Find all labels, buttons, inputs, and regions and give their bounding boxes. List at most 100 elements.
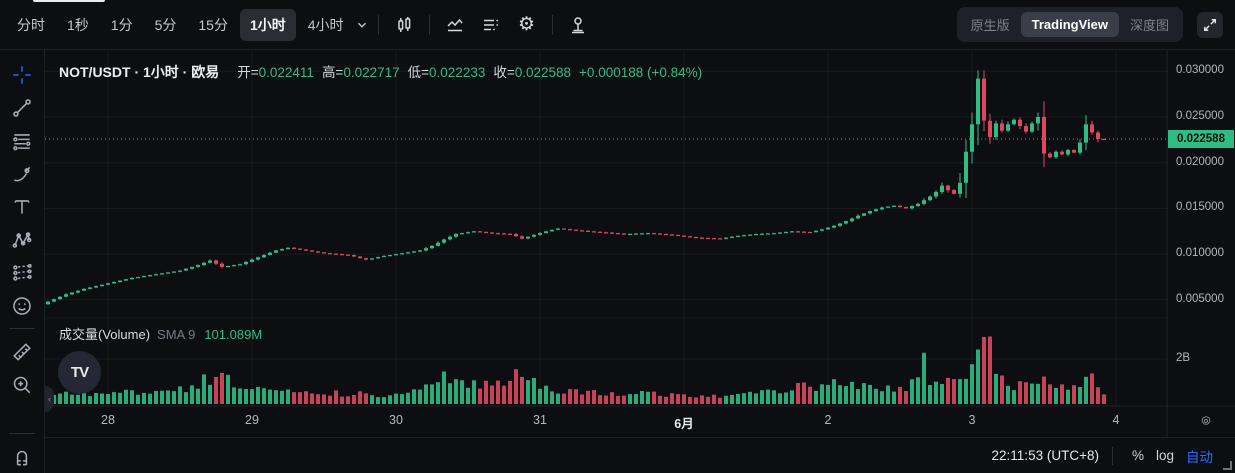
view-tab-native[interactable]: 原生版 [960, 10, 1021, 39]
timeframe-button-4h[interactable]: 4小时 [298, 9, 354, 41]
time-tick-label: 29 [245, 413, 259, 427]
time-axis[interactable]: 28 29 30 31 6月 2 3 4 [45, 406, 1167, 437]
timeframe-button-15m[interactable]: 15分 [188, 9, 238, 41]
price-tick-label: 0.010000 [1176, 247, 1224, 259]
fullscreen-button[interactable] [1197, 11, 1223, 38]
time-tick-label: 3 [968, 413, 976, 427]
timeframe-button-5m[interactable]: 5分 [145, 9, 187, 41]
tool-ruler-button[interactable] [0, 335, 45, 368]
time-tick-label: 30 [389, 413, 403, 427]
indicator-list-icon [483, 19, 498, 30]
chart-settings-button[interactable]: ⚙ [511, 9, 543, 41]
price-tick-label: 0.005000 [1176, 293, 1224, 305]
tool-trend-line-button[interactable] [0, 92, 45, 125]
toolbar-divider [9, 328, 35, 330]
settings-gear-icon: ⚙ [518, 14, 536, 35]
tool-xabcd-pattern-button[interactable] [0, 224, 45, 257]
scale-icon [571, 16, 584, 33]
text-tool-icon [14, 200, 30, 214]
volume-legend: 成交量(Volume) SMA 9 101.089M [59, 324, 262, 343]
time-tick-label: 4 [1112, 413, 1120, 427]
close-value: 0.022588 [514, 65, 572, 80]
resize-corner-handle[interactable] [1223, 461, 1232, 470]
time-tick-label: 31 [533, 413, 547, 427]
high-value: 0.022717 [343, 65, 400, 80]
crosshair-icon [13, 66, 31, 85]
indicator-list-button[interactable] [475, 9, 507, 41]
time-tick-label: 2 [824, 413, 832, 427]
tool-zoom-in-button[interactable] [0, 368, 45, 401]
chevron-down-icon [357, 22, 366, 28]
ohlc-legend: NOT/USDT · 1小时 · 欧易 开=0.022411 高=0.022717 低… [59, 61, 702, 82]
zoom-in-icon [13, 376, 31, 393]
ruler-icon [13, 342, 31, 361]
volume-sma-label: SMA 9 [157, 327, 196, 342]
timeframe-button-1h[interactable]: 1小时 [239, 8, 296, 41]
timeframe-button-1s[interactable]: 1秒 [57, 9, 99, 41]
toolbar-divider [9, 433, 35, 435]
tool-text-button[interactable] [0, 191, 45, 224]
toolbar-divider [428, 14, 430, 35]
open-label: 开= [237, 65, 259, 80]
topbar-right-group: 原生版 TradingView 深度图 [956, 7, 1235, 42]
low-label: 低= [407, 65, 430, 80]
status-bar: 22:11:53 (UTC+8) % log 自动 [45, 437, 1235, 473]
top-toolbar: 分时 1秒 1分 5分 15分 1小时 4小时 ⚙ 原生版 T [0, 0, 1235, 50]
percent-scale-button[interactable]: % [1126, 444, 1150, 467]
tool-fib-retracement-button[interactable] [0, 125, 45, 158]
view-tab-tradingview[interactable]: TradingView [1020, 12, 1119, 37]
open-value: 0.022411 [258, 65, 314, 80]
view-tab-depth[interactable]: 深度图 [1119, 10, 1180, 39]
volume-title[interactable]: 成交量(Volume) [59, 327, 151, 342]
price-axis[interactable]: 0.030000 0.025000 0.020000 0.015000 0.010000… [1167, 50, 1235, 406]
current-price-badge: 0.022588 [1168, 130, 1234, 148]
toolbar-divider [551, 14, 553, 35]
tool-crosshair-button[interactable] [0, 59, 45, 92]
emoji-icon [13, 296, 31, 315]
chart-pane: NOT/USDT · 1小时 · 欧易 开=0.022411 高=0.022717 低… [45, 50, 1235, 437]
xabcd-pattern-icon [12, 232, 32, 248]
toolbar-collapse-handle[interactable]: ‹ [45, 386, 54, 412]
timeframe-button-minute-line[interactable]: 分时 [7, 9, 55, 41]
price-tick-label: 0.030000 [1176, 64, 1224, 76]
tool-emoji-button[interactable] [0, 289, 45, 322]
clock[interactable]: 22:11:53 (UTC+8) [991, 448, 1099, 463]
price-tick-label: 0.020000 [1176, 156, 1224, 168]
symbol-title[interactable]: NOT/USDT · 1小时 · 欧易 [59, 64, 220, 80]
chart-canvas[interactable] [45, 50, 1235, 437]
tool-brush-button[interactable] [0, 158, 45, 191]
tradingview-logo-icon: TV [70, 364, 89, 381]
auto-scale-button[interactable]: 自动 [1180, 442, 1219, 470]
tool-projection-button[interactable] [0, 256, 45, 289]
close-label: 收= [493, 65, 515, 80]
projection-lines-icon [13, 263, 32, 281]
chart-style-button[interactable] [388, 9, 420, 41]
magnet-icon [16, 450, 28, 465]
timeframe-button-1m[interactable]: 1分 [101, 9, 143, 41]
fib-retracement-icon [13, 134, 31, 151]
trend-line-icon [13, 99, 31, 118]
time-axis-settings-button[interactable] [1194, 409, 1218, 433]
volume-axis-label: 2B [1176, 352, 1191, 364]
tool-magnet-button[interactable] [0, 440, 45, 473]
candlestick-style-icon [397, 16, 410, 32]
timeframe-dropdown-button[interactable] [353, 16, 371, 34]
time-tick-label: 6月 [674, 417, 694, 431]
brush-icon [13, 167, 31, 182]
active-tab-indicator [33, 0, 105, 2]
expand-icon [1204, 18, 1216, 31]
tradingview-watermark: TV [58, 351, 101, 394]
indicator-line-icon [447, 18, 463, 31]
high-label: 高= [321, 65, 344, 80]
change-value: +0.000188 (+0.84%) [579, 65, 703, 80]
log-scale-button[interactable]: log [1150, 444, 1180, 467]
toolbar-divider [377, 14, 379, 35]
scale-tool-button[interactable] [562, 9, 594, 41]
statusbar-divider [1111, 446, 1113, 465]
indicator-line-button[interactable] [439, 9, 471, 41]
low-value: 0.022233 [429, 65, 486, 80]
price-tick-label: 0.015000 [1176, 201, 1224, 213]
time-tick-label: 28 [101, 413, 115, 427]
price-tick-label: 0.025000 [1176, 110, 1224, 122]
